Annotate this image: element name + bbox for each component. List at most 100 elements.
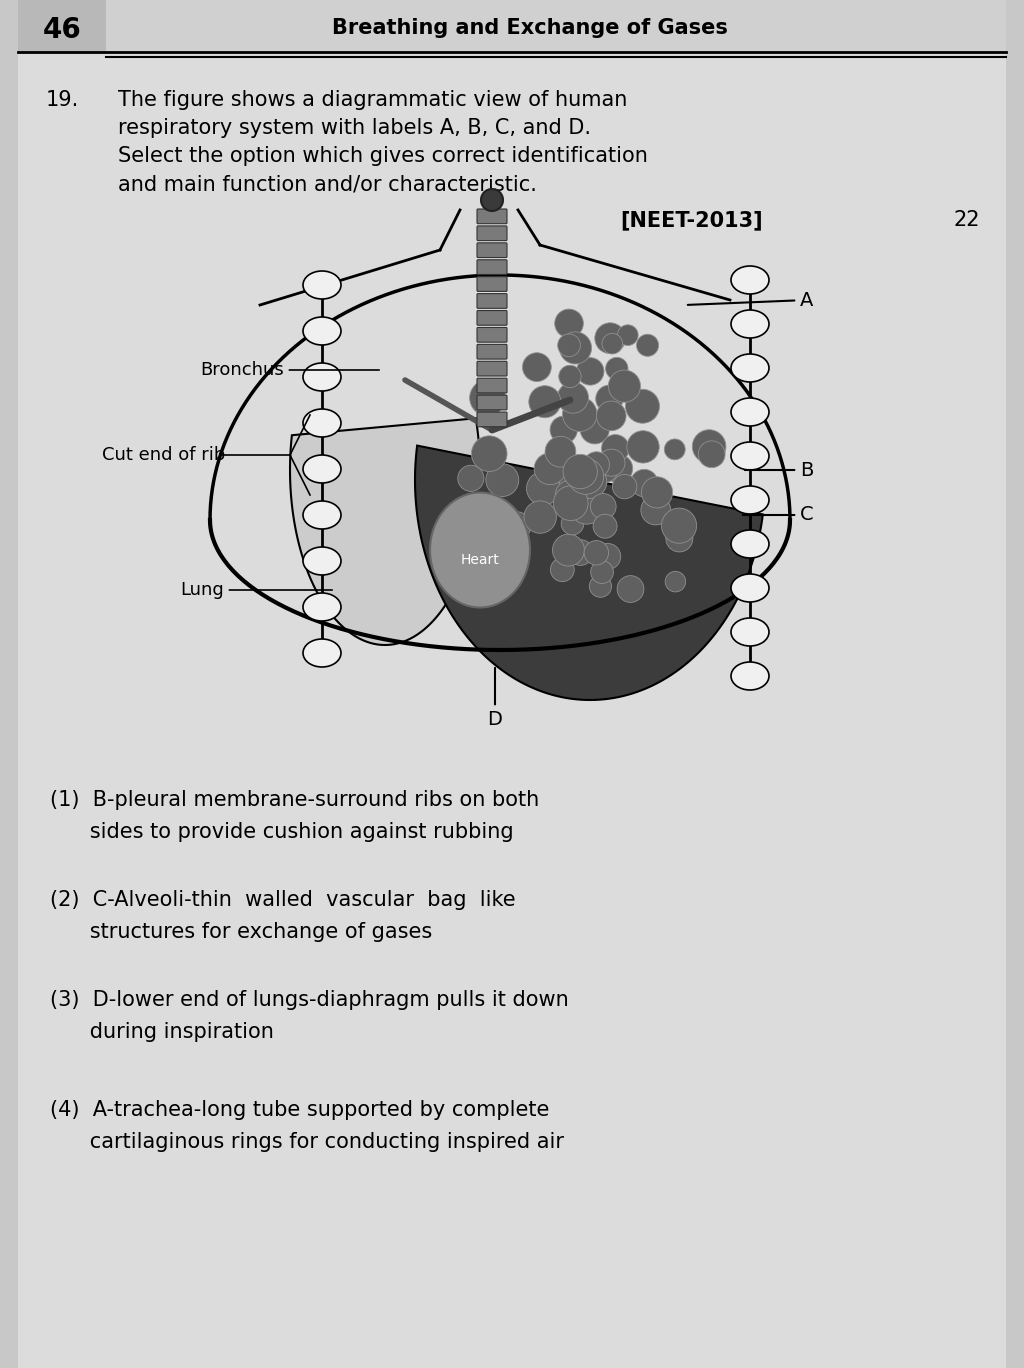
Circle shape xyxy=(641,477,673,508)
Circle shape xyxy=(559,332,592,364)
Circle shape xyxy=(563,454,597,488)
Circle shape xyxy=(666,572,686,592)
Ellipse shape xyxy=(731,486,769,514)
Ellipse shape xyxy=(731,618,769,646)
Circle shape xyxy=(698,440,725,468)
FancyBboxPatch shape xyxy=(477,412,507,427)
Circle shape xyxy=(485,464,519,497)
Circle shape xyxy=(553,534,585,566)
Circle shape xyxy=(595,323,626,353)
Text: 19.: 19. xyxy=(46,90,79,109)
Circle shape xyxy=(568,468,593,492)
Text: during inspiration: during inspiration xyxy=(50,1022,273,1042)
Circle shape xyxy=(605,357,628,380)
FancyBboxPatch shape xyxy=(477,345,507,358)
Circle shape xyxy=(590,454,618,483)
FancyBboxPatch shape xyxy=(477,260,507,275)
Circle shape xyxy=(471,436,507,472)
Circle shape xyxy=(577,357,604,386)
Ellipse shape xyxy=(731,398,769,425)
Text: C: C xyxy=(742,506,814,524)
Text: structures for exchange of gases: structures for exchange of gases xyxy=(50,922,432,943)
Circle shape xyxy=(562,397,597,431)
Polygon shape xyxy=(290,419,480,644)
Circle shape xyxy=(596,384,623,412)
Ellipse shape xyxy=(731,662,769,689)
FancyBboxPatch shape xyxy=(18,0,106,52)
Circle shape xyxy=(662,508,696,543)
Text: Lung: Lung xyxy=(180,581,332,599)
FancyBboxPatch shape xyxy=(477,361,507,376)
Ellipse shape xyxy=(303,592,341,621)
Text: Heart: Heart xyxy=(461,553,500,566)
Circle shape xyxy=(522,353,551,382)
Circle shape xyxy=(535,453,566,484)
Circle shape xyxy=(458,465,484,491)
Circle shape xyxy=(567,540,593,565)
Ellipse shape xyxy=(731,354,769,382)
Text: Select the option which gives correct identification: Select the option which gives correct id… xyxy=(118,146,648,166)
Ellipse shape xyxy=(731,529,769,558)
Circle shape xyxy=(580,469,601,491)
Ellipse shape xyxy=(731,575,769,602)
FancyBboxPatch shape xyxy=(477,276,507,291)
Circle shape xyxy=(558,334,581,357)
Text: and main function and/or characteristic.: and main function and/or characteristic. xyxy=(118,174,537,194)
Text: (3)  D-lower end of lungs-diaphragm pulls it down: (3) D-lower end of lungs-diaphragm pulls… xyxy=(50,990,568,1010)
Ellipse shape xyxy=(303,317,341,345)
FancyBboxPatch shape xyxy=(477,294,507,308)
Text: cartilaginous rings for conducting inspired air: cartilaginous rings for conducting inspi… xyxy=(50,1131,564,1152)
Circle shape xyxy=(608,371,640,402)
Circle shape xyxy=(631,469,658,497)
Circle shape xyxy=(557,382,589,413)
Text: (1)  B-pleural membrane-surround ribs on both: (1) B-pleural membrane-surround ribs on … xyxy=(50,789,540,810)
FancyBboxPatch shape xyxy=(477,244,507,257)
Circle shape xyxy=(593,514,617,538)
Ellipse shape xyxy=(303,501,341,529)
Text: Cut end of rib: Cut end of rib xyxy=(102,446,225,464)
Circle shape xyxy=(553,486,588,521)
Circle shape xyxy=(573,465,606,498)
Circle shape xyxy=(572,458,598,483)
Circle shape xyxy=(692,430,726,464)
Circle shape xyxy=(591,494,616,520)
Text: (2)  C-Alveoli-thin  walled  vascular  bag  like: (2) C-Alveoli-thin walled vascular bag l… xyxy=(50,891,516,910)
Circle shape xyxy=(598,449,625,476)
Text: The figure shows a diagrammatic view of human: The figure shows a diagrammatic view of … xyxy=(118,90,628,109)
Circle shape xyxy=(561,512,584,535)
FancyBboxPatch shape xyxy=(477,226,507,241)
FancyBboxPatch shape xyxy=(477,209,507,224)
Ellipse shape xyxy=(731,442,769,471)
Text: D: D xyxy=(487,668,503,729)
FancyBboxPatch shape xyxy=(477,378,507,393)
Circle shape xyxy=(612,475,637,499)
Circle shape xyxy=(601,435,629,462)
Circle shape xyxy=(524,501,556,534)
Circle shape xyxy=(596,401,626,431)
Circle shape xyxy=(579,464,607,492)
Circle shape xyxy=(666,525,693,551)
Polygon shape xyxy=(415,446,763,700)
Ellipse shape xyxy=(303,363,341,391)
Circle shape xyxy=(584,451,609,477)
Text: 46: 46 xyxy=(43,16,81,44)
Text: 22: 22 xyxy=(953,211,980,230)
Ellipse shape xyxy=(731,265,769,294)
Circle shape xyxy=(551,558,574,581)
Circle shape xyxy=(641,495,671,525)
Ellipse shape xyxy=(731,311,769,338)
Circle shape xyxy=(472,492,494,514)
FancyBboxPatch shape xyxy=(477,395,507,410)
Circle shape xyxy=(582,464,602,483)
Text: Breathing and Exchange of Gases: Breathing and Exchange of Gases xyxy=(332,18,728,38)
Text: (4)  A-trachea-long tube supported by complete: (4) A-trachea-long tube supported by com… xyxy=(50,1100,549,1120)
Circle shape xyxy=(665,439,685,460)
Circle shape xyxy=(602,334,623,354)
Text: B: B xyxy=(744,461,813,480)
Ellipse shape xyxy=(303,639,341,668)
FancyBboxPatch shape xyxy=(477,327,507,342)
Ellipse shape xyxy=(303,456,341,483)
Circle shape xyxy=(637,334,658,356)
Circle shape xyxy=(555,309,584,338)
Circle shape xyxy=(581,415,609,445)
